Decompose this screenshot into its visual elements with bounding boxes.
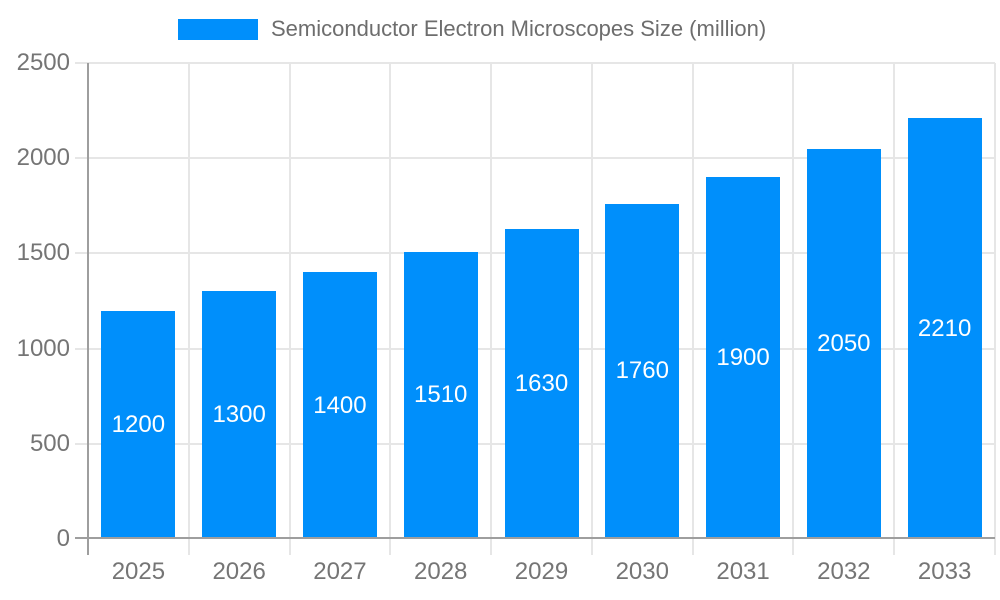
x-tick-label: 2033	[917, 558, 972, 585]
plot-area: 1200 1300 1400 1510 1630 1760 1900 2050 2210	[75, 62, 996, 555]
bar-value-label: 1300	[212, 401, 266, 429]
bar-value-label: 1630	[514, 369, 569, 397]
gridline-vertical	[187, 63, 190, 555]
x-tick-label: 2027	[313, 558, 367, 585]
gridline-vertical	[792, 63, 795, 555]
bar[interactable]: 1300	[202, 291, 277, 539]
gridline-vertical	[389, 63, 392, 555]
bar-value-label: 1200	[111, 410, 166, 438]
gridline-vertical	[490, 63, 493, 555]
x-tick-label: 2026	[212, 558, 266, 585]
bar-value-label: 2050	[817, 329, 871, 357]
bar[interactable]: 2210	[907, 118, 982, 539]
y-tick-label: 1000	[16, 334, 70, 362]
bar[interactable]: 1630	[504, 228, 579, 539]
gridline-horizontal	[75, 157, 995, 160]
x-tick-label: 2028	[414, 558, 468, 585]
y-tick-label: 2500	[16, 49, 70, 76]
x-tick-label: 2030	[615, 558, 669, 585]
legend-series-label: Semiconductor Electron Microscopes Size …	[271, 16, 767, 41]
bar[interactable]: 1510	[403, 251, 478, 539]
bar[interactable]: 1760	[605, 203, 680, 539]
gridline-vertical	[288, 63, 291, 555]
x-tick-label: 2031	[716, 558, 770, 585]
y-tick-label: 500	[29, 429, 70, 457]
y-tick-label: 1500	[16, 239, 70, 267]
bar-value-label: 1760	[615, 357, 669, 385]
bar-value-label: 1400	[313, 391, 367, 419]
gridline-vertical	[691, 63, 694, 555]
gridline-vertical	[994, 63, 996, 555]
bar-value-label: 1900	[716, 344, 770, 372]
y-tick-label: 2000	[16, 144, 70, 172]
bar-value-label: 1510	[414, 381, 468, 409]
bar[interactable]: 1900	[706, 177, 781, 539]
bar-value-label: 2210	[917, 314, 972, 342]
bar[interactable]: 2050	[806, 148, 881, 539]
x-axis-line	[75, 537, 995, 539]
x-tick-label: 2032	[817, 558, 871, 585]
chart-legend[interactable]: Semiconductor Electron Microscopes Size …	[178, 16, 766, 42]
x-tick-label: 2025	[111, 558, 166, 585]
gridline-vertical	[893, 63, 896, 555]
gridline-vertical	[590, 63, 593, 555]
bar[interactable]: 1200	[101, 310, 176, 539]
y-axis-line	[87, 63, 89, 555]
bar[interactable]: 1400	[302, 272, 377, 539]
legend-swatch	[178, 18, 258, 40]
gridline-horizontal	[75, 62, 995, 64]
x-tick-label: 2029	[514, 558, 569, 585]
y-tick-label: 0	[56, 525, 70, 552]
